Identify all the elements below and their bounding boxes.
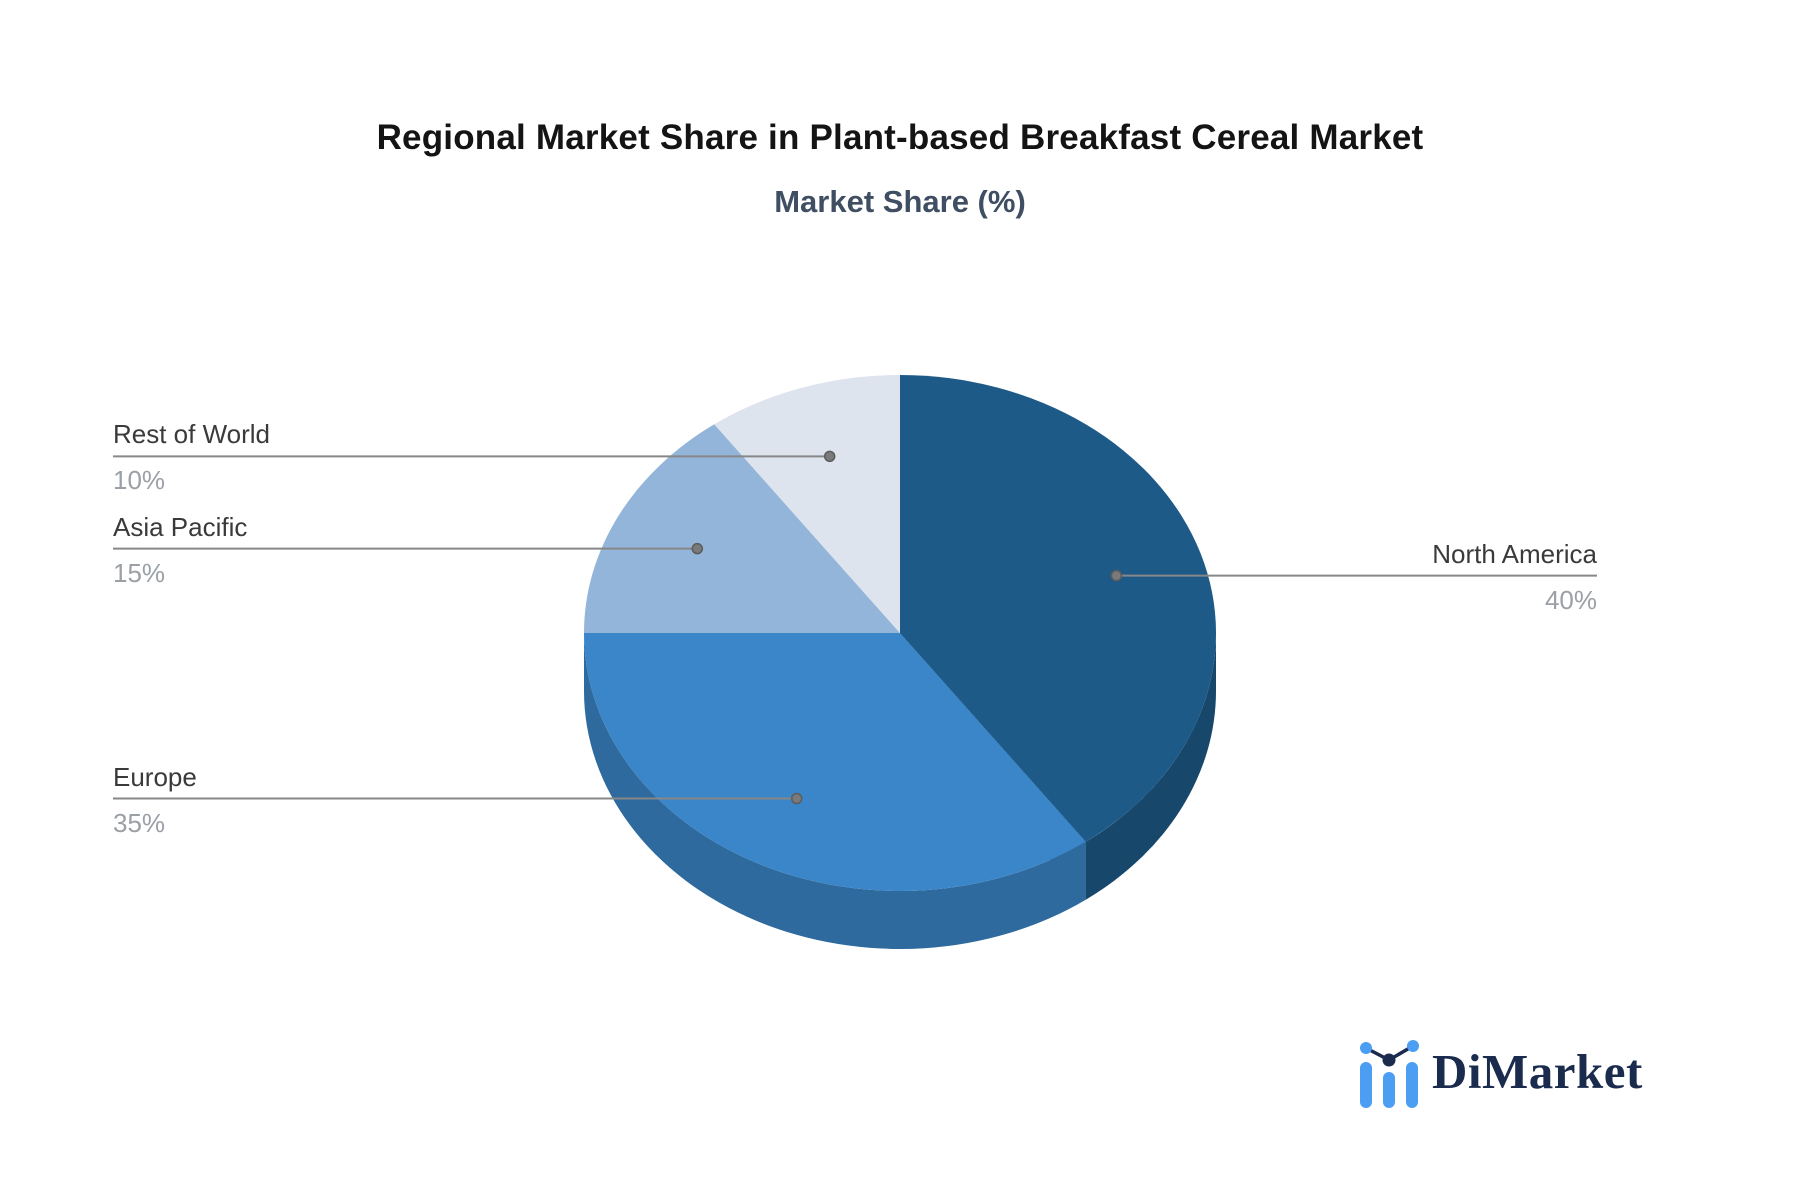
slice-label-rest-of-world: Rest of World 10% xyxy=(113,419,593,495)
slice-name: North America xyxy=(1432,538,1597,569)
slice-percentage: 40% xyxy=(1544,584,1597,615)
logo-text: DiMarket xyxy=(1432,1044,1643,1099)
chart-title: Regional Market Share in Plant-based Bre… xyxy=(376,118,1424,157)
slice-label-north-america: North America 40% xyxy=(1117,539,1597,615)
slice-label-europe: Europe 35% xyxy=(113,762,593,838)
chart-subtitle: Market Share (%) xyxy=(774,184,1026,219)
slice-name: Rest of World xyxy=(113,419,271,450)
slice-label-asia-pacific: Asia Pacific 15% xyxy=(113,512,593,588)
slice-percentage: 35% xyxy=(113,807,166,838)
slice-name: Europe xyxy=(113,761,197,792)
slice-percentage: 10% xyxy=(113,465,166,496)
logo-chart-icon xyxy=(1360,1040,1419,1108)
slice-name: Asia Pacific xyxy=(113,511,248,542)
slice-percentage: 15% xyxy=(113,557,166,588)
